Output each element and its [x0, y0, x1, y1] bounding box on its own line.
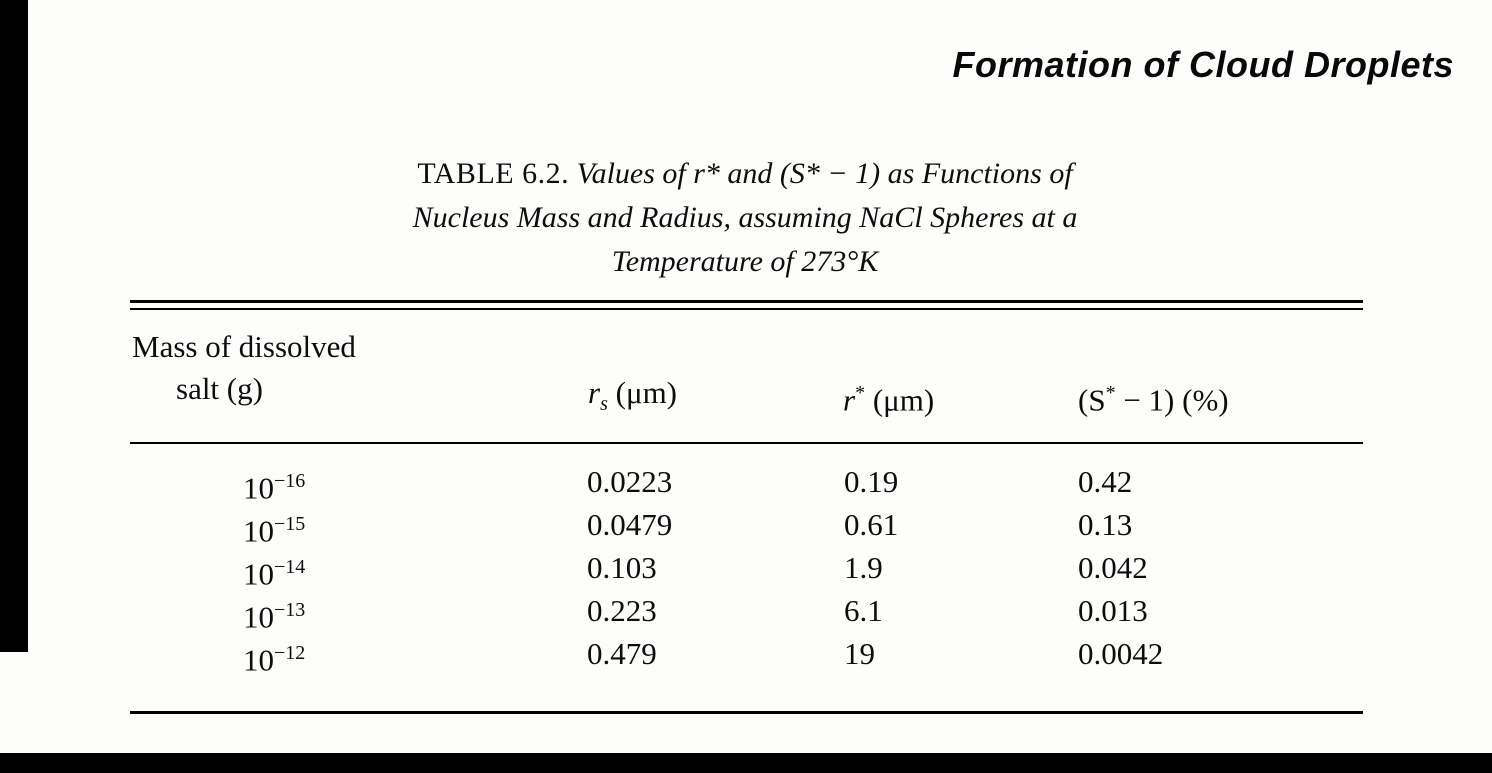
column-header-mass-line1: Mass of dissolved	[132, 329, 356, 364]
caption-line-3: Temperature of 273°K	[611, 245, 879, 278]
rs-unit: (μm)	[607, 375, 678, 410]
running-head: Formation of Cloud Droplets	[952, 44, 1454, 85]
mass-base: 10	[243, 599, 274, 635]
table-row: 10−12 0.479 19 0.0042	[130, 632, 1363, 677]
s1-close: − 1) (%)	[1115, 382, 1229, 418]
mass-base: 10	[243, 470, 274, 506]
mass-exponent: −15	[274, 513, 306, 535]
scan-border-bottom	[0, 753, 1492, 773]
rstar-unit: (μm)	[865, 382, 935, 418]
rs-value: 0.223	[587, 593, 657, 628]
s1-asterisk: *	[1105, 382, 1116, 404]
mass-exponent: −16	[274, 470, 306, 492]
rs-symbol: r	[588, 375, 601, 410]
s1-value: 0.013	[1078, 593, 1148, 628]
mass-value: 10−16	[243, 460, 305, 509]
rstar-asterisk: *	[855, 382, 866, 404]
data-table: Mass of dissolved salt (g) rs (μm) r* (μ…	[130, 300, 1363, 714]
mass-base: 10	[243, 513, 274, 549]
rstar-symbol: r	[843, 382, 856, 418]
column-header-rs: rs (μm)	[588, 372, 677, 425]
rstar-value: 0.19	[844, 464, 899, 499]
caption-table-label: TABLE 6.2.	[417, 157, 570, 190]
column-header-supersaturation: (S* − 1) (%)	[1078, 372, 1229, 421]
column-header-mass-line2: salt (g)	[176, 371, 263, 406]
column-header-mass: Mass of dissolved salt (g)	[132, 326, 356, 410]
table-header-row: Mass of dissolved salt (g) rs (μm) r* (μ…	[130, 310, 1363, 442]
table-row: 10−16 0.0223 0.19 0.42	[130, 460, 1363, 505]
table-rule-bottom	[130, 711, 1363, 714]
rs-value: 0.0223	[587, 464, 673, 499]
table-body: 10−16 0.0223 0.19 0.42 10−15 0.0479 0.61…	[130, 444, 1363, 711]
rs-value: 0.479	[587, 636, 657, 671]
table-rule-under-header	[130, 442, 1363, 444]
caption-line-1-text: Values of r* and (S* − 1) as Functions o…	[576, 157, 1073, 190]
rstar-value: 1.9	[844, 550, 883, 585]
rs-value: 0.0479	[587, 507, 673, 542]
table-row: 10−15 0.0479 0.61 0.13	[130, 503, 1363, 548]
s1-value: 0.042	[1078, 550, 1148, 585]
mass-value: 10−15	[243, 503, 305, 552]
rstar-value: 0.61	[844, 507, 899, 542]
table-row: 10−14 0.103 1.9 0.042	[130, 546, 1363, 591]
mass-exponent: −12	[274, 642, 306, 664]
mass-base: 10	[243, 642, 274, 678]
mass-value: 10−14	[243, 546, 305, 595]
rs-value: 0.103	[587, 550, 657, 585]
mass-value: 10−13	[243, 589, 305, 638]
s1-value: 0.13	[1078, 507, 1133, 542]
caption-line-1: TABLE 6.2. Values of r* and (S* − 1) as …	[215, 152, 1275, 196]
scan-border-left	[0, 0, 28, 652]
table-rule-top-double	[130, 300, 1363, 310]
rstar-value: 19	[844, 636, 875, 671]
rs-subscript: s	[600, 393, 608, 416]
rstar-value: 6.1	[844, 593, 883, 628]
mass-exponent: −14	[274, 556, 306, 578]
s1-open: (S	[1078, 382, 1106, 418]
mass-value: 10−12	[243, 632, 305, 681]
table-row: 10−13 0.223 6.1 0.013	[130, 589, 1363, 634]
table-caption: TABLE 6.2. Values of r* and (S* − 1) as …	[215, 152, 1275, 284]
caption-line-2: Nucleus Mass and Radius, assuming NaCl S…	[412, 201, 1078, 234]
s1-value: 0.0042	[1078, 636, 1164, 671]
mass-exponent: −13	[274, 599, 306, 621]
mass-base: 10	[243, 556, 274, 592]
column-header-rstar: r* (μm)	[843, 372, 934, 421]
s1-value: 0.42	[1078, 464, 1133, 499]
